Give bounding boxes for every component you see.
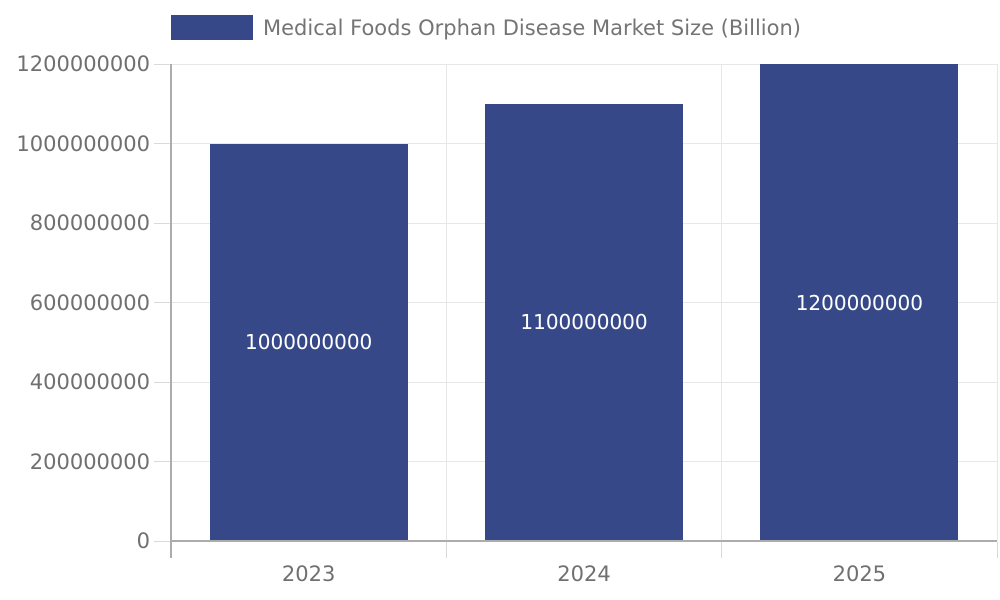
bar[interactable] xyxy=(485,103,683,541)
x-tick-label: 2025 xyxy=(832,562,887,586)
legend-label: Medical Foods Orphan Disease Market Size… xyxy=(263,15,801,40)
y-tick-mark xyxy=(154,381,170,383)
x-gridline xyxy=(721,64,723,541)
y-tick-mark xyxy=(154,540,170,542)
legend[interactable]: Medical Foods Orphan Disease Market Size… xyxy=(171,15,801,40)
y-tick-label: 200000000 xyxy=(29,449,150,474)
bar-value-label: 1100000000 xyxy=(520,310,648,335)
x-tick-mark xyxy=(721,542,723,558)
y-tick-label: 600000000 xyxy=(29,290,150,315)
x-gridline xyxy=(996,64,998,541)
bar-value-label: 1000000000 xyxy=(245,330,373,355)
bar-value-label: 1200000000 xyxy=(795,290,923,315)
y-tick-label: 800000000 xyxy=(29,211,150,235)
x-tick-mark xyxy=(445,542,447,558)
y-tick-label: 1000000000 xyxy=(16,131,150,156)
x-gridline xyxy=(445,64,447,541)
x-axis-line xyxy=(170,540,997,542)
y-tick-mark xyxy=(154,222,170,224)
bar[interactable] xyxy=(760,64,959,541)
x-tick-label: 2024 xyxy=(557,562,611,586)
bar[interactable] xyxy=(209,143,408,541)
y-tick-mark xyxy=(154,143,170,144)
y-gridline xyxy=(171,63,997,65)
x-tick-label: 2023 xyxy=(281,562,336,586)
y-axis-line xyxy=(170,64,172,558)
x-tick-mark xyxy=(996,542,998,558)
y-tick-mark xyxy=(154,302,170,303)
legend-swatch xyxy=(171,15,253,40)
y-tick-label: 400000000 xyxy=(29,370,150,394)
y-tick-mark xyxy=(154,63,170,65)
y-tick-label: 0 xyxy=(136,529,150,553)
y-tick-mark xyxy=(154,461,170,462)
y-tick-label: 1200000000 xyxy=(16,52,150,76)
